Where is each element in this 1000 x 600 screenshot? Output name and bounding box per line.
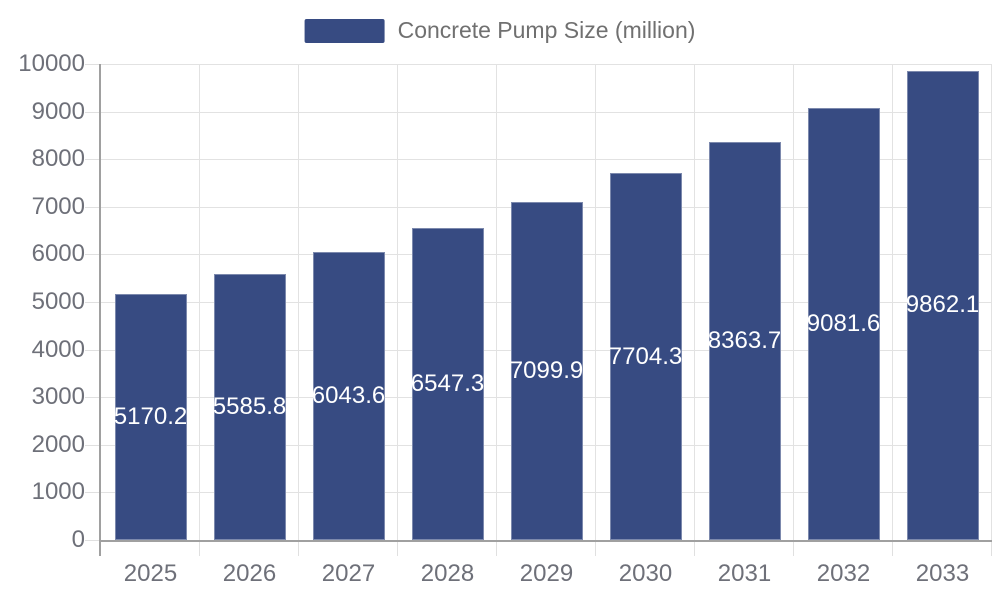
y-axis-label: 5000 [31, 288, 85, 315]
gridline-vertical [298, 64, 299, 540]
y-axis-label: 2000 [31, 430, 85, 458]
gridline-vertical [991, 64, 992, 540]
y-axis-label: 1000 [31, 478, 85, 506]
bar-value-label: 9862.1 [905, 291, 980, 319]
y-axis-tick [85, 397, 99, 399]
y-axis-label: 8000 [31, 145, 85, 173]
gridline-horizontal [101, 111, 992, 113]
x-axis-label: 2029 [519, 560, 574, 587]
bar-2028[interactable]: 6547.3 [410, 228, 485, 540]
y-axis-line-extension [99, 542, 101, 556]
bar-2027[interactable]: 6043.6 [311, 252, 386, 540]
x-axis-label: 2033 [915, 560, 970, 587]
x-axis-label: 2031 [717, 560, 772, 587]
legend-label: Concrete Pump Size (million) [397, 17, 696, 43]
bar-value-label: 5585.8 [212, 393, 287, 421]
bar-value-label: 6547.3 [410, 370, 485, 398]
bar-2032[interactable]: 9081.6 [806, 107, 881, 540]
x-axis-label: 2027 [321, 560, 376, 587]
bar-2033[interactable]: 9862.1 [905, 70, 980, 540]
y-axis-tick [85, 159, 99, 161]
bar-value-label: 8363.7 [707, 326, 782, 354]
gridline-vertical [199, 64, 200, 540]
y-axis-label: 0 [71, 526, 85, 553]
gridline-vertical [595, 64, 596, 540]
x-axis-label: 2030 [618, 560, 673, 587]
y-axis-label: 6000 [31, 240, 85, 268]
bar-2031[interactable]: 8363.7 [707, 141, 782, 540]
x-axis-label: 2028 [420, 560, 475, 587]
bar-value-label: 7099.9 [509, 357, 584, 385]
y-axis-label: 3000 [31, 383, 85, 411]
x-axis-tick [892, 542, 893, 556]
x-axis-label: 2032 [816, 560, 871, 587]
x-axis-tick [298, 542, 299, 556]
y-axis-label: 7000 [31, 192, 85, 220]
gridline-vertical [892, 64, 893, 540]
legend-swatch [304, 18, 385, 43]
bar-2030[interactable]: 7704.3 [608, 173, 683, 540]
y-axis-tick [85, 206, 99, 208]
y-axis-tick [85, 111, 99, 113]
gridline-horizontal [101, 159, 992, 161]
bar-2026[interactable]: 5585.8 [212, 274, 287, 540]
plot-area: 5170.2 5585.8 6043.6 6547.3 7099.9 7704.3 8363… [85, 64, 992, 556]
x-axis-tick [199, 542, 200, 556]
y-axis-label: 4000 [31, 335, 85, 363]
y-axis-tick [85, 302, 99, 303]
gridline-vertical [694, 64, 695, 540]
gridline-vertical [397, 64, 398, 540]
bar-value-label: 6043.6 [311, 382, 386, 410]
bar-2029[interactable]: 7099.9 [509, 202, 584, 540]
y-axis-tick [85, 254, 99, 256]
bar-value-label: 5170.2 [113, 402, 188, 430]
gridline-vertical [496, 64, 497, 540]
x-axis-tick [991, 542, 992, 556]
y-axis-tick [85, 492, 99, 494]
x-axis-tick [793, 542, 794, 556]
x-axis-tick [397, 542, 398, 556]
y-axis-label: 10000 [18, 50, 85, 77]
bar-value-label: 7704.3 [608, 342, 683, 370]
gridline-horizontal [101, 64, 992, 65]
bar-2025[interactable]: 5170.2 [113, 293, 188, 540]
y-axis-label: 9000 [31, 97, 85, 125]
x-axis-label: 2026 [222, 560, 277, 587]
y-axis-tick [85, 444, 99, 446]
y-axis-tick [85, 64, 99, 65]
x-axis-tick [595, 542, 596, 556]
x-axis-tick [496, 542, 497, 556]
legend[interactable]: Concrete Pump Size (million) [304, 17, 696, 44]
bar-value-label: 9081.6 [806, 309, 881, 337]
y-axis-tick [85, 349, 99, 351]
x-axis-label: 2025 [123, 560, 178, 587]
x-axis-tick [694, 542, 695, 556]
gridline-vertical [793, 64, 794, 540]
y-axis-tick [85, 540, 99, 541]
